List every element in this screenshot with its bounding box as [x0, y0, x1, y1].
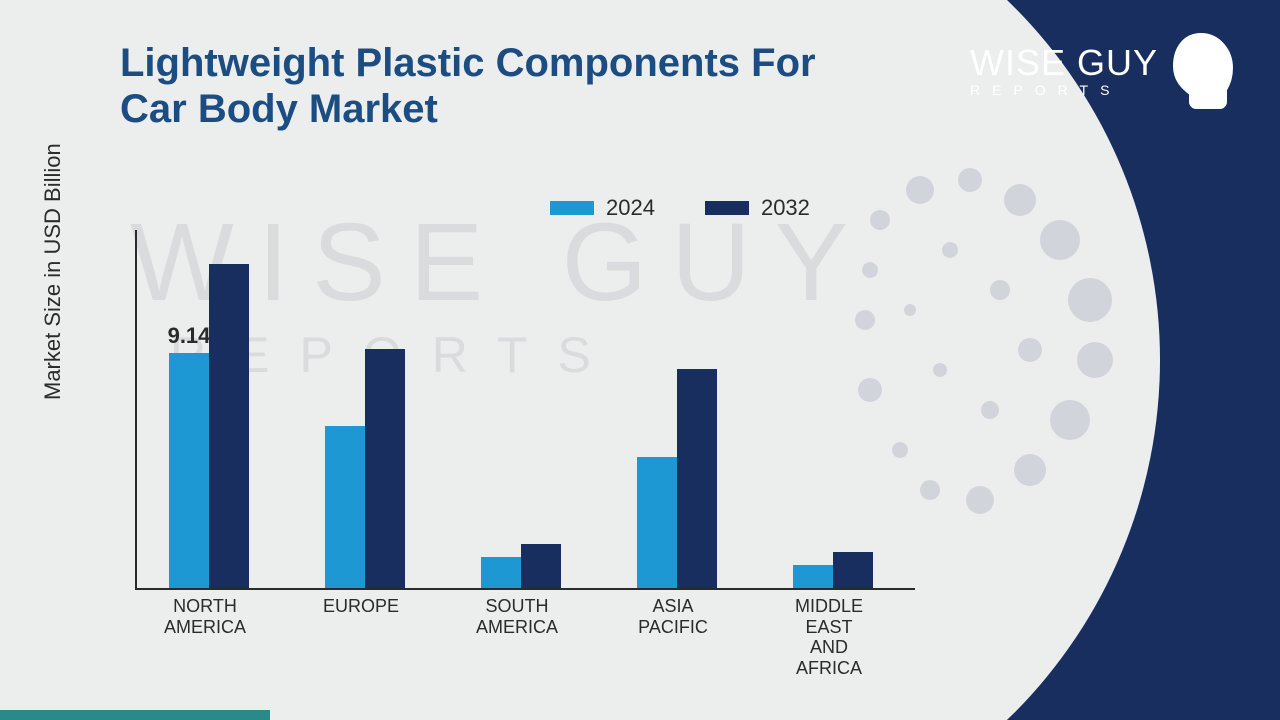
bar-series-b: [677, 369, 717, 588]
logo-word-guy: GUY: [1077, 42, 1158, 83]
legend-swatch-a: [550, 201, 594, 215]
bar-series-b: [365, 349, 405, 588]
legend-item-2032: 2032: [705, 195, 810, 221]
bar-series-b: [833, 552, 873, 588]
legend-label-b: 2032: [761, 195, 810, 221]
x-axis-category-label: MIDDLEEASTANDAFRICA: [769, 596, 889, 679]
logo-sub-text: REPORTS: [970, 82, 1158, 98]
bar-series-a: [793, 565, 833, 588]
logo-word-wise: WISE: [970, 42, 1066, 83]
legend: 2024 2032: [550, 195, 810, 221]
legend-item-2024: 2024: [550, 195, 655, 221]
bar-series-a: [325, 426, 365, 588]
y-axis-label: Market Size in USD Billion: [40, 143, 66, 400]
x-axis-category-label: NORTHAMERICA: [145, 596, 265, 637]
bar-data-label: 9.14: [149, 323, 229, 349]
plot-area: 9.14: [135, 230, 915, 590]
brand-logo: WISE GUY REPORTS: [970, 30, 1260, 110]
footer-accent-strip: [0, 710, 270, 720]
bar-series-a: [481, 557, 521, 588]
chart-title: Lightweight Plastic Components For Car B…: [120, 40, 840, 132]
bar-series-b: [521, 544, 561, 588]
bar-series-b: [209, 264, 249, 588]
logo-main-text: WISE GUY: [970, 42, 1158, 84]
x-axis-category-label: EUROPE: [301, 596, 421, 617]
x-axis-category-label: ASIAPACIFIC: [613, 596, 733, 637]
x-axis-labels: NORTHAMERICA EUROPE SOUTHAMERICA ASIAPACIFI…: [135, 596, 915, 716]
bar-series-a: [169, 353, 209, 588]
figure-canvas: WISE GUY REPORTS Lightweight Plastic Com…: [0, 0, 1280, 720]
x-axis-category-label: SOUTHAMERICA: [457, 596, 577, 637]
logo-head-icon: [1166, 30, 1236, 110]
legend-swatch-b: [705, 201, 749, 215]
legend-label-a: 2024: [606, 195, 655, 221]
bar-chart: 9.14: [95, 230, 915, 590]
bar-series-a: [637, 457, 677, 588]
